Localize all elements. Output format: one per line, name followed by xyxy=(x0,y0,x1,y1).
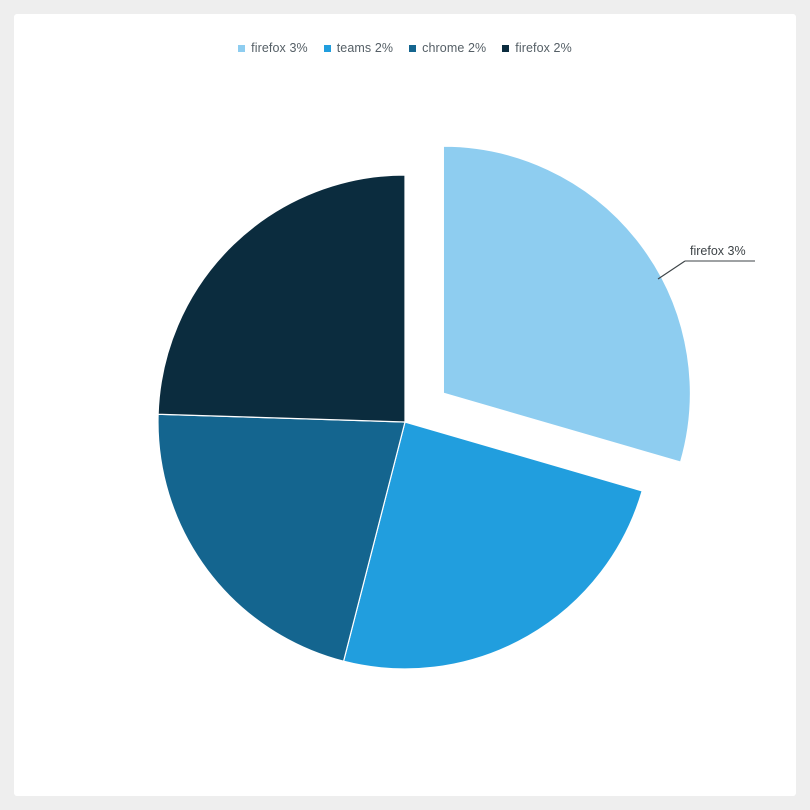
pie-slice-group xyxy=(157,145,691,670)
pie-slice-3[interactable] xyxy=(157,174,406,423)
pie-slice-1[interactable] xyxy=(342,421,643,670)
legend-item-teams-2[interactable]: teams 2% xyxy=(323,41,394,55)
legend-item-firefox-3[interactable]: firefox 3% xyxy=(238,42,308,55)
legend-item-firefox-2[interactable]: firefox 2% xyxy=(502,42,572,55)
pie-slice-2[interactable] xyxy=(157,413,406,662)
callout-leader-line-0 xyxy=(657,260,686,280)
pie-chart-svg: firefox 3% xyxy=(157,145,755,670)
pie-chart-plot-area: firefox 3% xyxy=(14,14,796,796)
legend-label-3: firefox 2% xyxy=(515,41,572,55)
pie-callout-group: firefox 3% xyxy=(657,244,755,280)
legend-label-2: chrome 2% xyxy=(422,41,487,55)
legend-swatch-icon-0 xyxy=(238,44,246,52)
legend-label-0: firefox 3% xyxy=(251,41,308,55)
chart-legend: firefox 3% teams 2% chrome 2% firefox 2% xyxy=(14,42,796,55)
legend-swatch-icon-1 xyxy=(323,44,331,52)
legend-swatch-icon-3 xyxy=(502,44,510,52)
legend-item-chrome-2[interactable]: chrome 2% xyxy=(409,42,486,55)
callout-label-0: firefox 3% xyxy=(690,244,746,258)
legend-label-1: teams 2% xyxy=(336,41,394,55)
legend-swatch-icon-2 xyxy=(409,44,417,52)
chart-card: firefox 3% teams 2% chrome 2% firefox 2%… xyxy=(14,14,796,796)
pie-slice-0[interactable] xyxy=(442,145,691,463)
